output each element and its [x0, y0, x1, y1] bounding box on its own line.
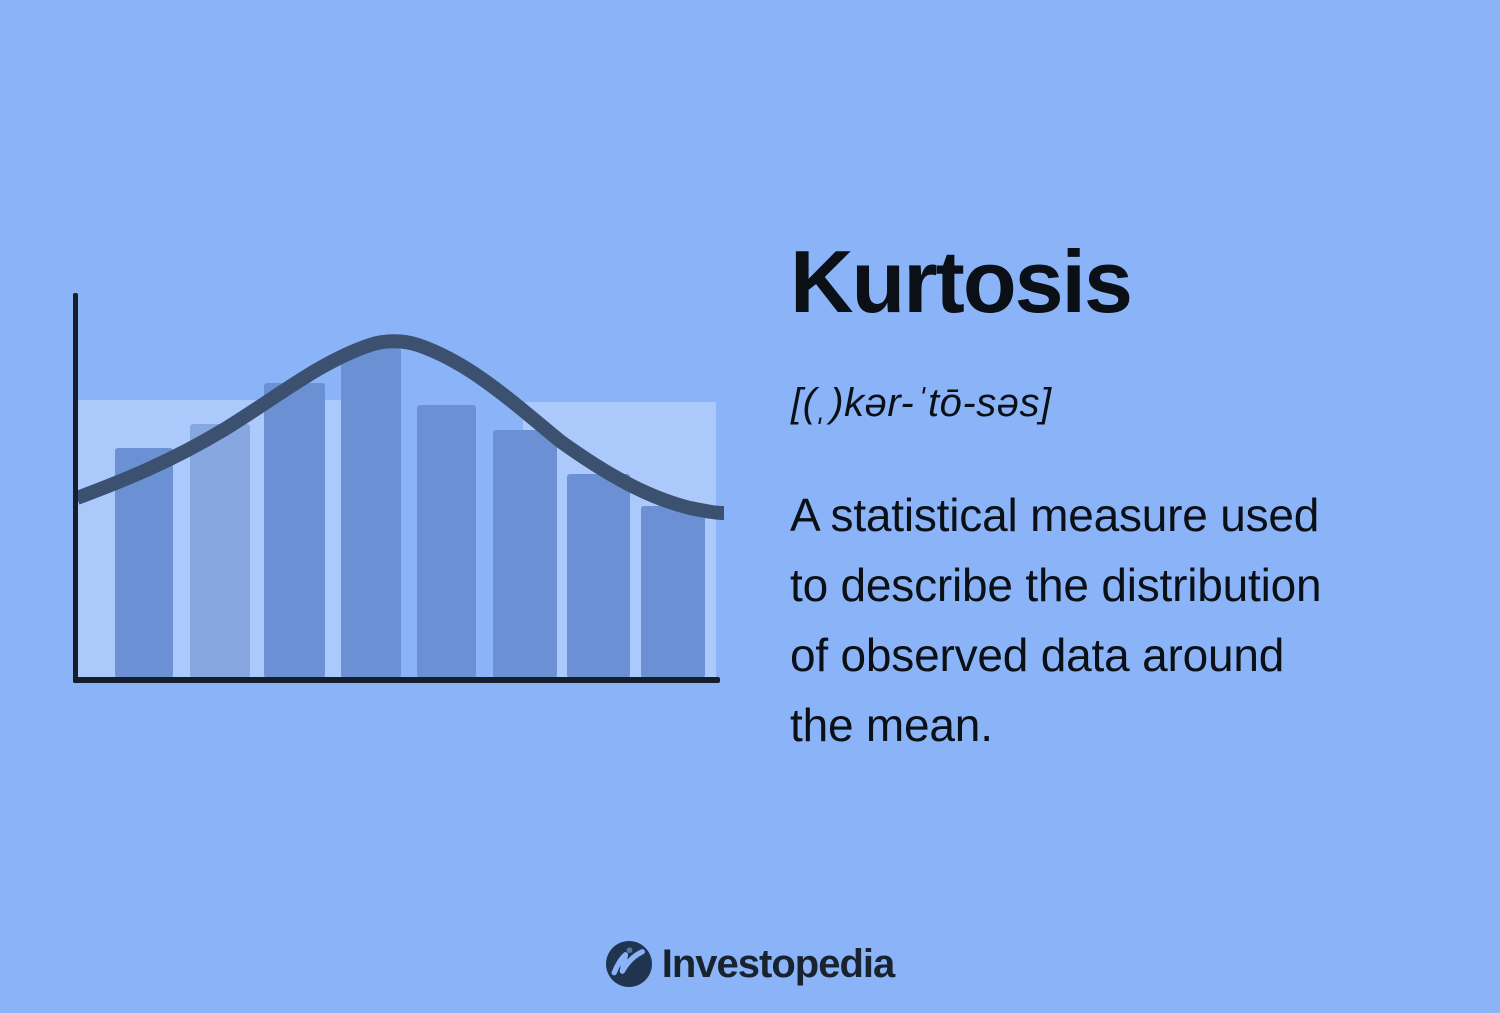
- investopedia-i-icon: [605, 941, 652, 987]
- definition-line-3: of observed data around: [790, 629, 1285, 681]
- definition-line-2: to describe the distribution: [790, 559, 1322, 611]
- histogram-bar: [190, 424, 250, 678]
- definition-line-4: the mean.: [790, 699, 993, 751]
- histogram-bar: [115, 448, 173, 678]
- logo-i-swoosh: [611, 949, 645, 976]
- pronunciation: [(ˌ)kər-ˈtō-səs]: [791, 381, 1052, 425]
- definition-text: A statistical measure used to describe t…: [790, 480, 1322, 760]
- bell-curve: [74, 334, 725, 520]
- histogram-bar: [341, 348, 401, 678]
- histogram-bar: [264, 383, 325, 678]
- definition-line-1: A statistical measure used: [790, 489, 1320, 541]
- histogram-bar: [567, 474, 630, 678]
- histogram-bar: [493, 430, 557, 678]
- investopedia-logo: Investopedia: [0, 941, 1500, 987]
- x-axis: [73, 677, 720, 683]
- logo-i-dot: [626, 947, 633, 954]
- histogram-bar: [417, 405, 476, 678]
- term-title: Kurtosis: [790, 232, 1133, 331]
- y-axis: [73, 293, 78, 683]
- histogram-bar: [641, 506, 705, 678]
- logo-wordmark: Investopedia: [661, 941, 896, 986]
- histogram-bars: [115, 348, 705, 678]
